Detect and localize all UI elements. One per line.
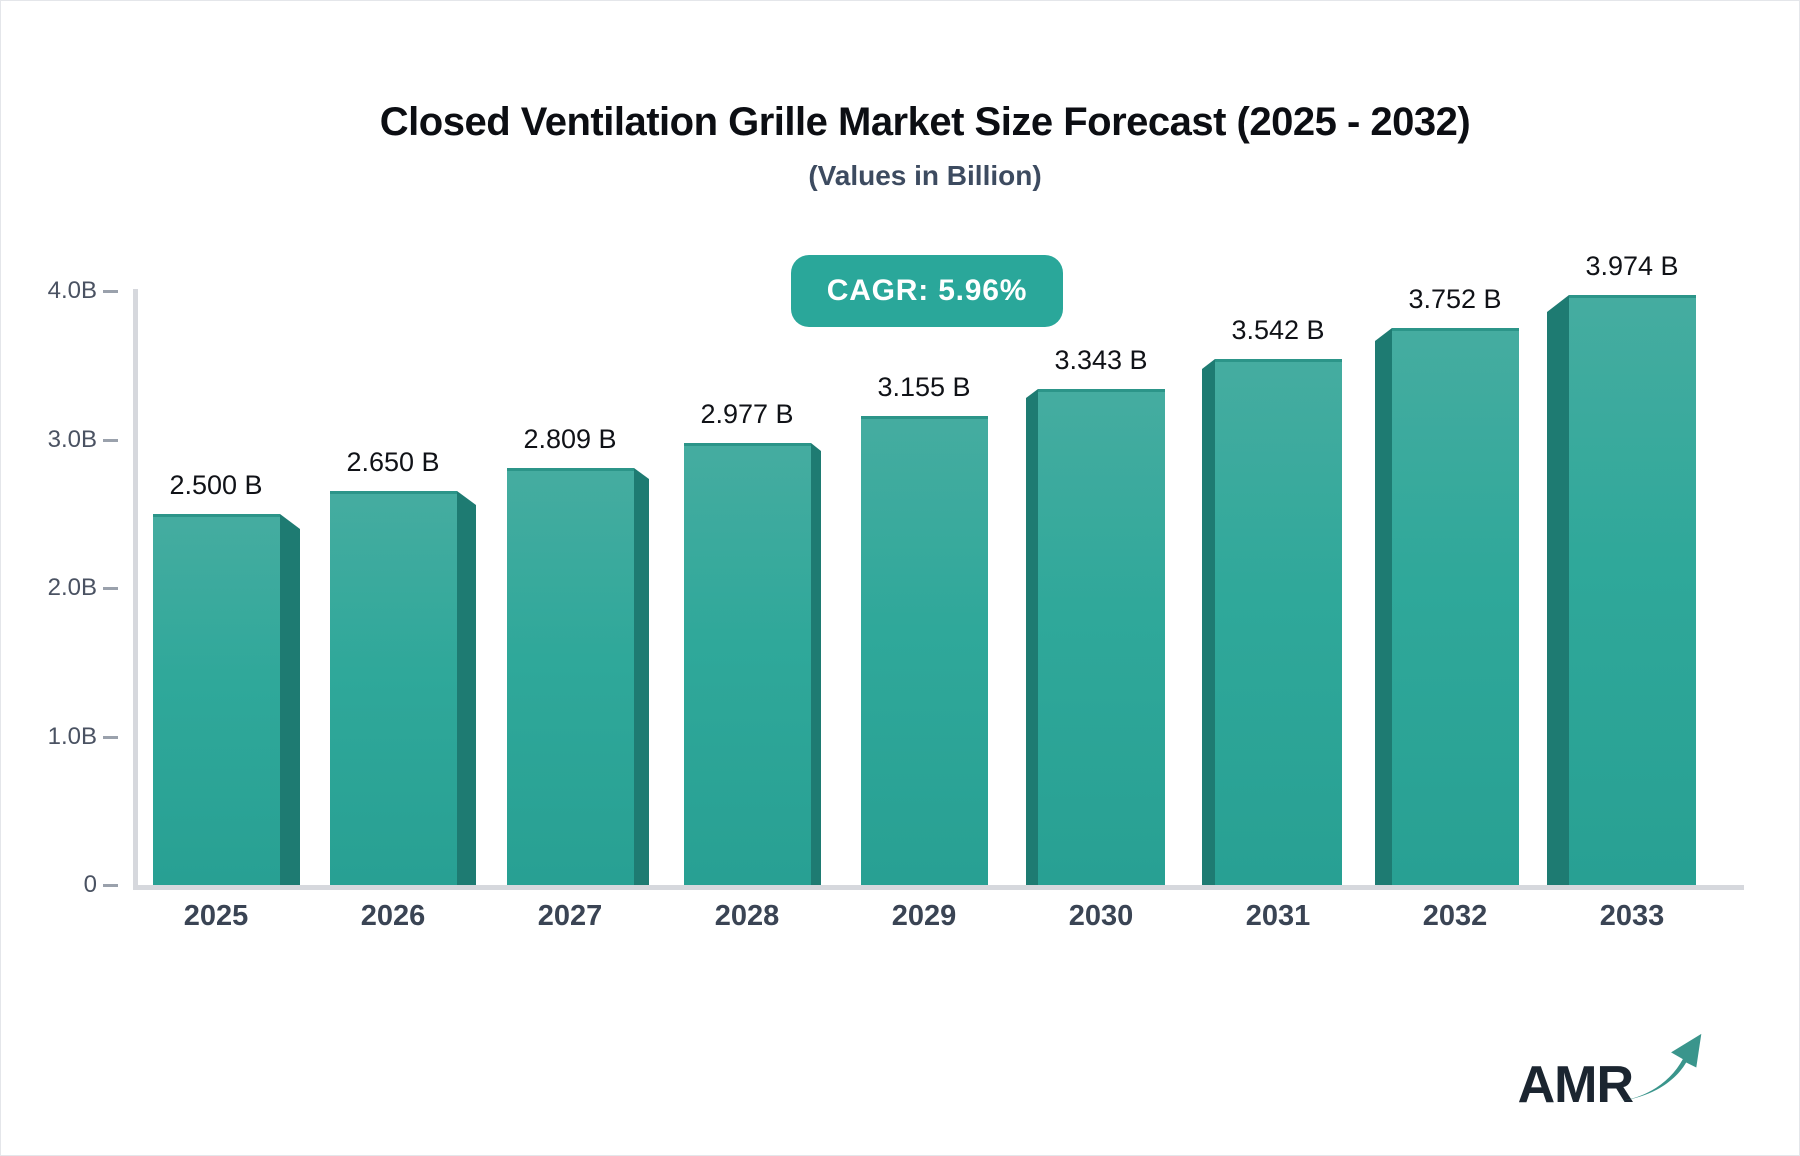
bar-front-2028 [684, 443, 811, 885]
bar-value-label: 3.343 B [1054, 345, 1148, 375]
bar-front-2033 [1569, 295, 1696, 885]
chart-title: Closed Ventilation Grille Market Size Fo… [379, 100, 1471, 144]
y-tick-mark [103, 735, 118, 739]
y-tick-mark [103, 587, 118, 590]
bar-front-2031 [1215, 359, 1342, 885]
bar-front-2025 [153, 514, 280, 885]
x-axis-label: 2031 [1245, 900, 1311, 932]
bar-value-label: 3.542 B [1231, 315, 1325, 345]
x-axis-line [133, 885, 1744, 890]
bar-side-2032 [1375, 328, 1392, 885]
x-axis-label: 2025 [183, 900, 249, 932]
bar-side-2025 [280, 514, 300, 885]
x-axis-label: 2032 [1422, 900, 1488, 932]
cagr-badge: CAGR: 5.96% [791, 255, 1063, 327]
x-axis-label: 2033 [1599, 900, 1665, 932]
bar-front-2029 [861, 416, 988, 885]
y-tick-label: 4.0B [47, 277, 97, 304]
y-tick-mark [103, 884, 118, 887]
logo-arrow-icon [1619, 1033, 1702, 1102]
bar-value-label: 2.809 B [523, 424, 617, 454]
bar-value-label: 3.974 B [1585, 251, 1679, 281]
bar-value-label: 2.977 B [700, 399, 794, 429]
bar-side-2030 [1026, 389, 1038, 885]
bar-value-label: 3.752 B [1408, 284, 1502, 314]
logo-text: AMR [1517, 1055, 1634, 1114]
cagr-badge-label: CAGR: 5.96% [826, 274, 1028, 307]
y-tick-mark [103, 290, 118, 293]
y-tick-mark [103, 438, 118, 442]
y-tick-label: 2.0B [47, 574, 97, 601]
bar-side-2027 [634, 468, 649, 885]
x-axis-label: 2027 [537, 900, 603, 932]
x-axis-label: 2029 [891, 900, 957, 932]
y-tick-label: 0 [83, 871, 97, 898]
bar-side-2026 [457, 491, 476, 885]
bar-front-2026 [330, 491, 457, 885]
x-axis-label: 2028 [714, 900, 780, 932]
bar-front-2030 [1038, 389, 1165, 885]
x-axis-label: 2030 [1068, 900, 1134, 932]
amr-logo: AMR [1517, 1027, 1703, 1114]
y-tick-label: 3.0B [47, 425, 97, 453]
bar-value-label: 3.155 B [877, 372, 971, 402]
x-axis-label: 2026 [360, 900, 426, 932]
bar-side-2031 [1202, 359, 1215, 885]
y-tick-label: 1.0B [47, 722, 97, 750]
chart-header: Closed Ventilation Grille Market Size Fo… [49, 99, 1799, 192]
chart-subtitle: (Values in Billion) [808, 160, 1042, 191]
bar-front-2032 [1392, 328, 1519, 885]
bar-front-2027 [507, 468, 634, 885]
bar-value-label: 2.650 B [346, 447, 440, 477]
y-axis-line [133, 289, 138, 885]
bar-value-label: 2.500 B [169, 470, 263, 500]
bar-side-2028 [811, 443, 821, 885]
bar-side-2033 [1547, 295, 1569, 885]
